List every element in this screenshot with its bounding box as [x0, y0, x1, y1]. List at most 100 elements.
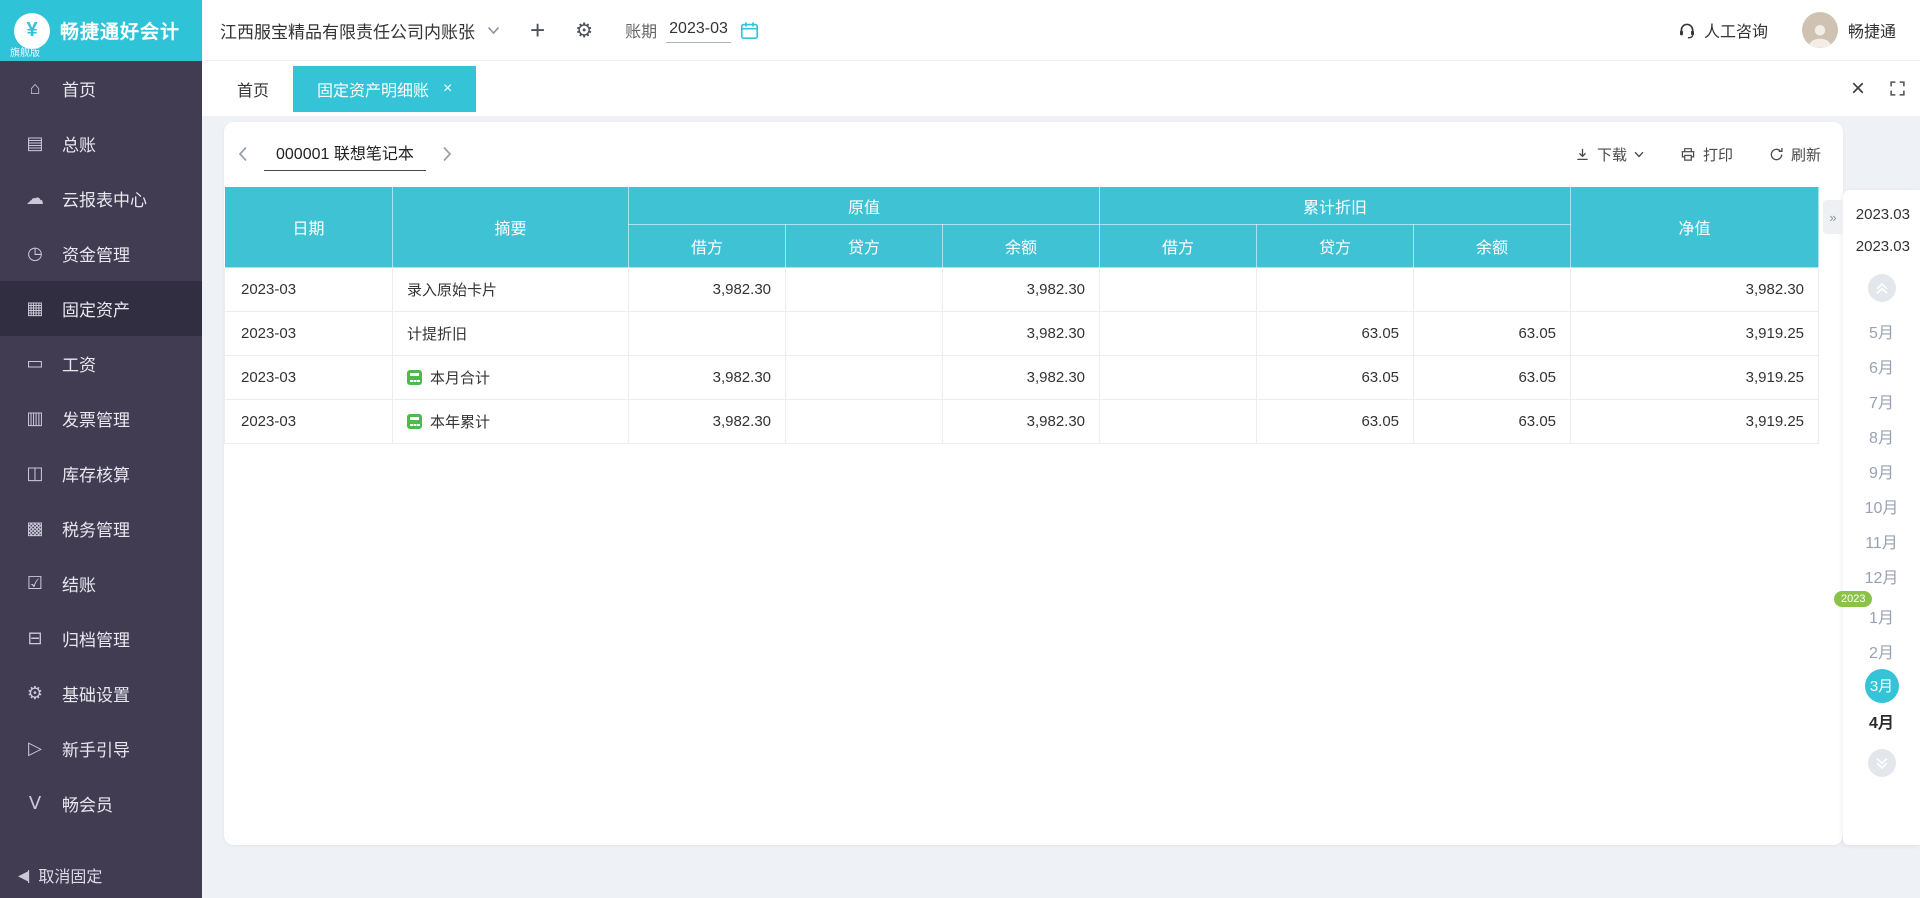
cell-ov-credit [785, 267, 943, 312]
cell-summary: 计提折旧 [392, 311, 629, 356]
tax-icon: ▩ [26, 518, 44, 538]
archive-icon: ⊟ [27, 628, 43, 648]
sidebar-item-label: 结账 [62, 576, 96, 595]
month-label: 7月 [1869, 394, 1894, 412]
cell-summary: 录入原始卡片 [392, 267, 629, 312]
sidebar-item-closing[interactable]: ☑ 结账 [0, 556, 202, 611]
sidebar-item-tax[interactable]: ▩ 税务管理 [0, 501, 202, 556]
cell-date: 2023-03 [224, 267, 393, 312]
calendar-icon[interactable] [740, 21, 759, 40]
col-header-net-value: 净值 [1570, 186, 1820, 268]
month-label: 12月 [1864, 569, 1899, 587]
tab-fixed-asset-ledger[interactable]: 固定资产明细账 × [293, 65, 477, 112]
asset-navigator: 000001 联想笔记本 [236, 137, 454, 171]
app-title: 畅捷通好会计 [60, 22, 181, 43]
month-item-4[interactable]: 4月 [1843, 703, 1920, 738]
month-label: 4月 [1869, 714, 1894, 732]
username[interactable]: 畅捷通 [1847, 24, 1896, 41]
fullscreen-icon[interactable] [1889, 80, 1906, 97]
month-item-11[interactable]: 11月 [1843, 523, 1920, 558]
table-row-year-total: 2023-03 本年累计 3,982.30 3,982.30 63.05 63.… [224, 399, 1820, 444]
unpin-label: 取消固定 [38, 869, 103, 886]
sidebar-item-label: 总账 [62, 136, 96, 155]
sidebar-item-inventory[interactable]: ◫ 库存核算 [0, 446, 202, 501]
refresh-button[interactable]: 刷新 [1769, 144, 1821, 165]
sidebar-item-cloud-reports[interactable]: ☁ 云报表中心 [0, 171, 202, 226]
payroll-icon: ▭ [26, 353, 44, 373]
avatar[interactable] [1801, 12, 1838, 48]
home-icon: ⌂ [29, 78, 41, 98]
sidebar-item-payroll[interactable]: ▭ 工资 [0, 336, 202, 391]
support-button[interactable]: 人工咨询 [1678, 18, 1768, 42]
month-item-8[interactable]: 8月 [1843, 418, 1920, 453]
gear-icon[interactable]: ⚙ [575, 19, 594, 42]
tab-label: 首页 [237, 82, 270, 100]
sidebar-item-membership[interactable]: Ⅴ 畅会员 [0, 776, 202, 831]
cell-ov-debit: 3,982.30 [628, 399, 786, 444]
sidebar-item-invoices[interactable]: ▥ 发票管理 [0, 391, 202, 446]
gear-icon: ⚙ [26, 683, 44, 703]
sidebar-item-fixed-assets[interactable]: ▦ 固定资产 [0, 281, 202, 336]
tab-home[interactable]: 首页 [213, 66, 293, 112]
panel-toolbar: 000001 联想笔记本 下载 打印 刷新 [236, 137, 1821, 171]
month-item-6[interactable]: 6月 [1843, 348, 1920, 383]
month-item-2[interactable]: 2月 [1843, 633, 1920, 668]
prev-asset-icon[interactable] [236, 144, 250, 164]
sidebar-item-archive[interactable]: ⊟ 归档管理 [0, 611, 202, 666]
download-button[interactable]: 下载 [1575, 144, 1644, 165]
table-row: 2023-03 录入原始卡片 3,982.30 3,982.30 3,982.3… [224, 267, 1820, 312]
cell-ov-balance: 3,982.30 [941, 267, 1101, 312]
company-selector[interactable]: 江西服宝精品有限责任公司内账张 [220, 18, 500, 43]
cell-date: 2023-03 [224, 311, 393, 356]
asset-selector[interactable]: 000001 联想笔记本 [264, 137, 426, 171]
guide-icon: ▷ [28, 738, 42, 758]
sidebar-item-guide[interactable]: ▷ 新手引导 [0, 721, 202, 776]
panel-collapse-handle-icon[interactable]: » [1823, 200, 1843, 234]
unpin-sidebar-button[interactable]: ◀| 取消固定 [0, 852, 202, 898]
table-row-month-total: 2023-03 本月合计 3,982.30 3,982.30 63.05 63.… [224, 355, 1820, 400]
print-label: 打印 [1702, 146, 1733, 164]
support-label: 人工咨询 [1703, 24, 1768, 41]
col-header-ov-credit: 贷方 [785, 224, 943, 268]
sidebar-item-label: 资金管理 [62, 246, 130, 265]
month-list: 5月 6月 7月 8月 9月 10月 11月 12月 2023 1月 2月 3月… [1834, 313, 1920, 738]
sidebar-item-settings[interactable]: ⚙ 基础设置 [0, 666, 202, 721]
next-asset-icon[interactable] [440, 144, 454, 164]
sidebar-item-label: 首页 [62, 81, 96, 100]
month-item-1[interactable]: 1月 [1843, 598, 1920, 633]
sidebar-item-home[interactable]: ⌂ 首页 [0, 61, 202, 116]
cell-ov-balance: 3,982.30 [941, 399, 1101, 444]
print-button[interactable]: 打印 [1680, 144, 1733, 165]
year-badge: 2023 [1834, 589, 1873, 607]
close-icon[interactable]: × [1850, 74, 1865, 102]
cell-dep-credit: 63.05 [1256, 311, 1415, 356]
tab-strip: 首页 固定资产明细账 × × [202, 61, 1920, 116]
scroll-up-button[interactable] [1867, 274, 1896, 302]
summary-calculator-icon [407, 414, 422, 429]
cell-summary: 本月合计 [392, 355, 629, 400]
month-item-3-active[interactable]: 3月 [1843, 668, 1920, 703]
sidebar-item-label: 固定资产 [62, 301, 130, 320]
tab-strip-actions: × [1850, 74, 1920, 102]
summary-text: 计提折旧 [407, 326, 468, 343]
period-value[interactable]: 2023-03 [666, 18, 731, 43]
sidebar-item-general-ledger[interactable]: ▤ 总账 [0, 116, 202, 171]
table-header-sub-row: 借方 贷方 余额 借方 贷方 余额 [225, 224, 1819, 268]
scroll-down-button[interactable] [1867, 749, 1896, 777]
month-item-12[interactable]: 12月 [1843, 558, 1920, 593]
month-item-7[interactable]: 7月 [1843, 383, 1920, 418]
month-item-10[interactable]: 10月 [1843, 488, 1920, 523]
refresh-label: 刷新 [1790, 146, 1821, 164]
close-tab-icon[interactable]: × [443, 79, 453, 97]
sidebar-item-label: 库存核算 [62, 466, 130, 485]
cell-summary: 本年累计 [392, 399, 629, 444]
month-label: 2月 [1869, 644, 1894, 662]
summary-calculator-icon [407, 370, 422, 385]
topbar-right: 人工咨询 畅捷通 [1678, 12, 1896, 48]
year-badge-label: 2023 [1834, 591, 1873, 607]
sidebar-item-funds[interactable]: ◷ 资金管理 [0, 226, 202, 281]
month-item-5[interactable]: 5月 [1843, 313, 1920, 348]
month-item-9[interactable]: 9月 [1843, 453, 1920, 488]
add-button[interactable]: + [530, 15, 546, 45]
col-header-ov-balance: 余额 [941, 224, 1101, 268]
